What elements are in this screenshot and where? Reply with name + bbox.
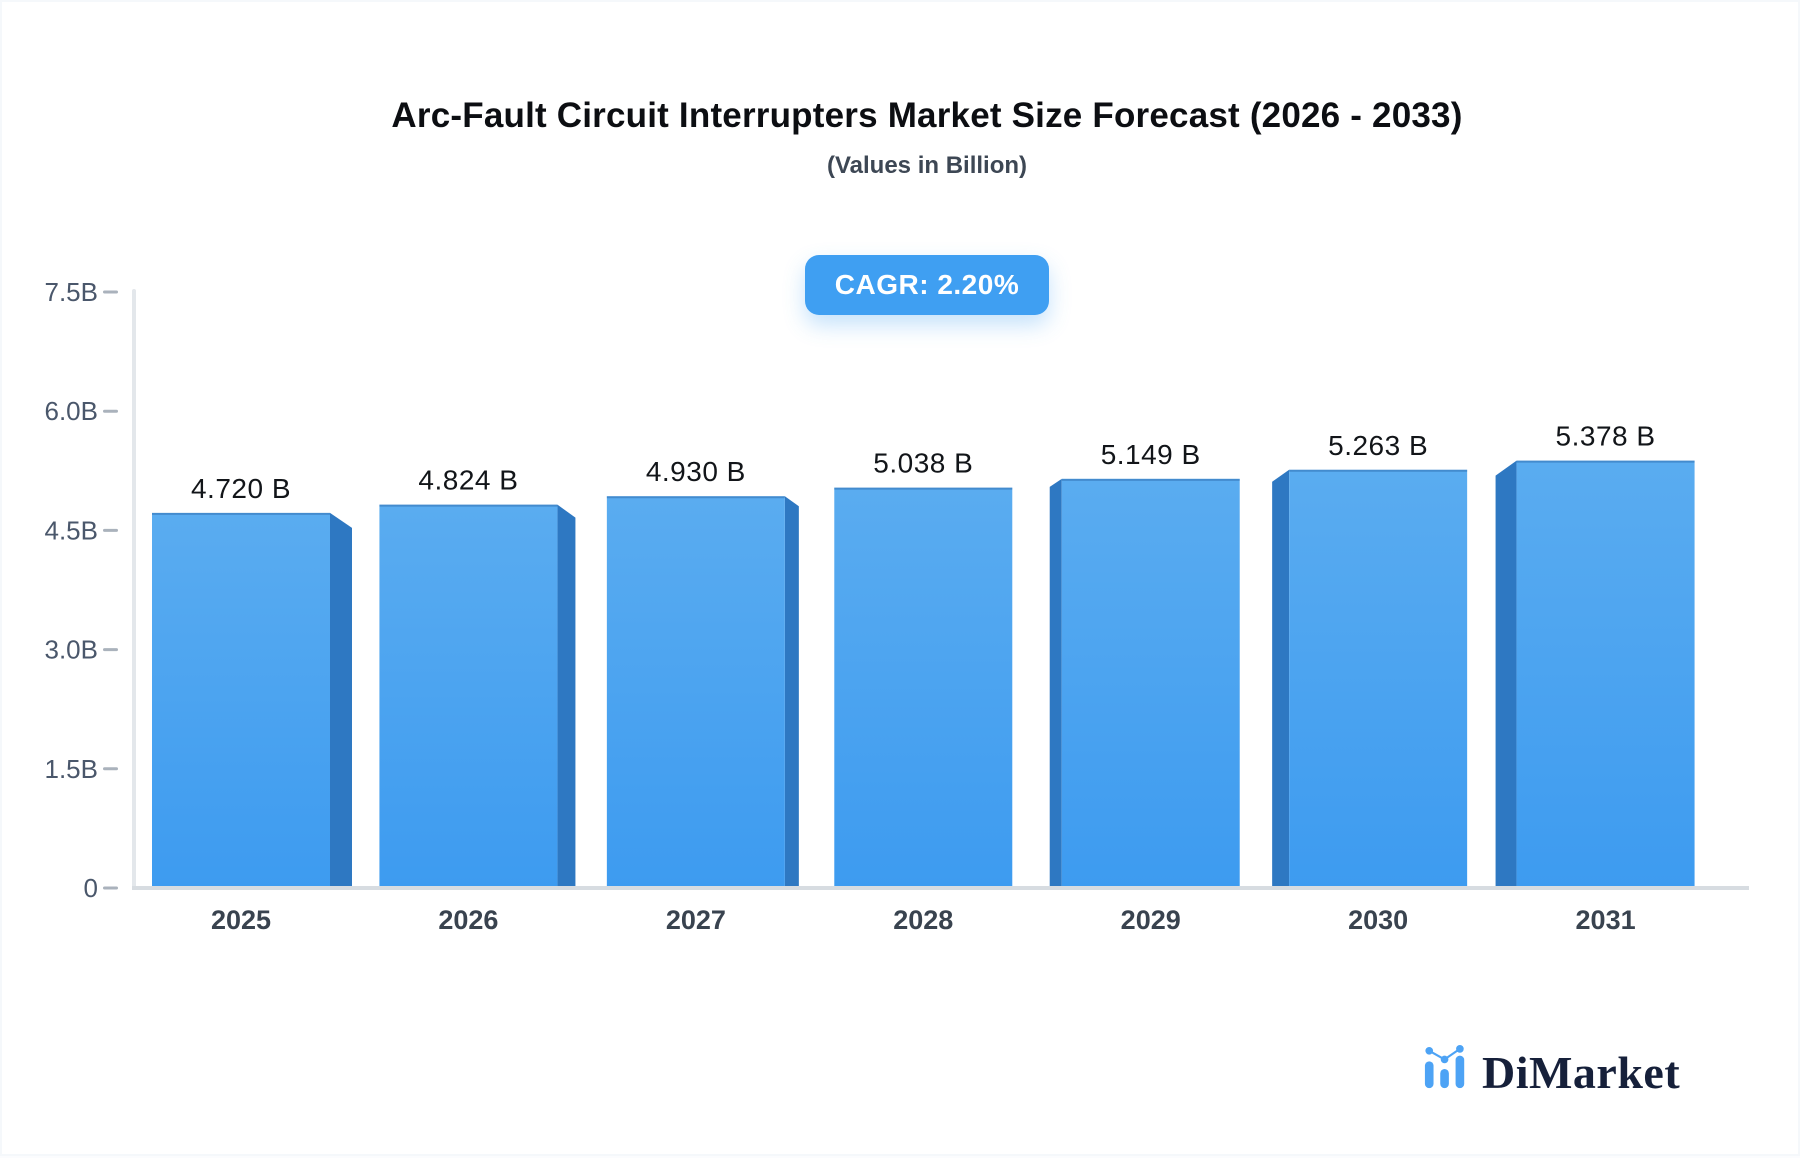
bar-group-2025[interactable]: 4.720 B 2025 xyxy=(152,473,352,935)
bar-face xyxy=(379,504,558,888)
cagr-badge-row: CAGR: 2.20% xyxy=(52,255,1800,315)
bar-value-label: 5.378 B xyxy=(1556,421,1656,452)
bar-group-2030[interactable]: 5.263 B 2030 xyxy=(1272,430,1468,935)
bar-value-label: 4.930 B xyxy=(646,456,746,487)
y-tick-label: 4.5B xyxy=(45,515,99,545)
bar-side-face xyxy=(1495,460,1517,888)
bar-group-2031[interactable]: 5.378 B 2031 xyxy=(1495,421,1695,935)
bar-face xyxy=(152,512,330,888)
x-axis-label: 2031 xyxy=(1576,905,1636,935)
brand-name: DiMarket xyxy=(1482,1047,1681,1098)
bar-face xyxy=(834,487,1013,888)
x-axis-line xyxy=(132,886,1749,890)
y-tick-label: 1.5B xyxy=(45,754,99,784)
y-tick xyxy=(103,290,118,294)
y-tick xyxy=(103,528,118,532)
x-axis-label: 2026 xyxy=(438,905,498,935)
bar-group-2029[interactable]: 5.149 B 2029 xyxy=(1049,439,1240,935)
y-axis-line xyxy=(132,289,136,888)
bar-side-face xyxy=(557,504,576,888)
bar-group-2026[interactable]: 4.824 B 2026 xyxy=(379,465,576,935)
y-tick xyxy=(103,886,118,890)
bar-side-face xyxy=(784,496,799,888)
y-tick-label: 6.0B xyxy=(45,396,99,426)
chart-subtitle: (Values in Billion) xyxy=(826,152,1028,179)
cagr-badge: CAGR: 2.20% xyxy=(804,255,1050,315)
bar-group-2027[interactable]: 4.930 B 2027 xyxy=(606,456,799,935)
y-tick-label: 3.0B xyxy=(45,635,99,665)
bar-side-face xyxy=(1049,478,1062,888)
y-tick xyxy=(103,648,118,652)
brand-logo: DiMarket xyxy=(1423,1042,1680,1096)
x-axis-label: 2030 xyxy=(1348,905,1408,935)
x-axis-label: 2027 xyxy=(666,905,726,935)
x-axis-label: 2028 xyxy=(893,905,953,935)
chart-title: Arc-Fault Circuit Interrupters Market Si… xyxy=(391,96,1463,135)
y-tick-label: 0 xyxy=(84,873,98,903)
y-tick-label: 7.5B xyxy=(45,277,99,307)
bar-value-label: 5.038 B xyxy=(873,448,973,479)
x-axis-label: 2025 xyxy=(211,905,271,935)
x-axis-label: 2029 xyxy=(1121,905,1181,935)
bar-value-label: 4.720 B xyxy=(191,473,291,504)
bar-face xyxy=(1516,460,1695,888)
bar-side-face xyxy=(1272,469,1290,888)
bar-group-2028[interactable]: 5.038 B 2028 xyxy=(834,448,1013,935)
bar-face xyxy=(1289,469,1468,888)
bar-chart-sparkline-icon xyxy=(1424,1045,1465,1089)
bar-face xyxy=(1061,478,1240,888)
bar-value-label: 4.824 B xyxy=(418,465,518,496)
bar-side-face xyxy=(330,512,352,888)
bar-face xyxy=(606,496,785,888)
y-tick xyxy=(103,409,118,413)
y-tick xyxy=(103,767,118,771)
bar-value-label: 5.149 B xyxy=(1101,439,1201,470)
bar-value-label: 5.263 B xyxy=(1328,430,1428,461)
